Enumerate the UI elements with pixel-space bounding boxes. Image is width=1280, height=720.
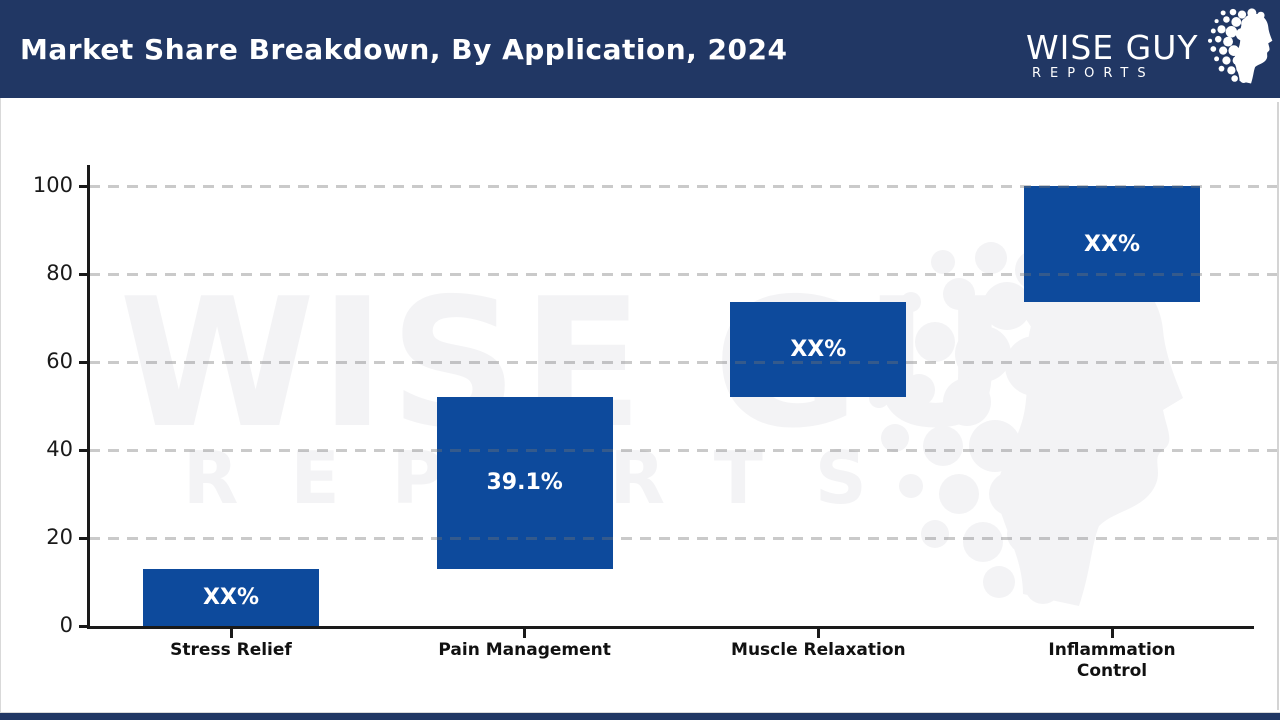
y-tick-label: 0 xyxy=(59,613,73,637)
y-tick-label: 80 xyxy=(46,261,73,285)
footer-bar xyxy=(0,713,1280,720)
category-label: Pain Management xyxy=(438,640,611,660)
y-axis-line xyxy=(87,165,90,629)
x-tick-mark xyxy=(816,629,820,638)
bar-value-label: XX% xyxy=(790,336,847,362)
plot-right-spine xyxy=(1277,102,1279,710)
y-tick-mark xyxy=(79,185,89,188)
category-label: Inflammation Control xyxy=(1048,640,1176,682)
y-tick-label: 100 xyxy=(32,173,73,197)
page-title: Market Share Breakdown, By Application, … xyxy=(20,32,788,66)
wiseguy-logo: WISE GUY REPORTS xyxy=(998,6,1274,92)
x-tick-mark xyxy=(523,629,527,638)
y-tick-label: 40 xyxy=(46,437,73,461)
bar-value-label: 39.1% xyxy=(486,470,563,496)
x-axis-line xyxy=(87,626,1254,629)
gridline xyxy=(89,537,1278,540)
waterfall-bar: 39.1% xyxy=(436,396,613,569)
gridline xyxy=(89,185,1278,188)
y-tick-mark xyxy=(79,273,89,276)
waterfall-bar: XX% xyxy=(1024,186,1200,303)
x-tick-mark xyxy=(229,629,233,638)
y-tick-mark xyxy=(79,449,89,452)
y-tick-label: 20 xyxy=(46,525,73,549)
bar-value-label: XX% xyxy=(1084,231,1140,257)
wiseguy-face-icon xyxy=(1192,8,1274,90)
y-tick-mark xyxy=(79,625,89,628)
header-bar: Market Share Breakdown, By Application, … xyxy=(0,0,1280,98)
logo-brand-text: WISE GUY xyxy=(1026,28,1199,67)
logo-sub-text: REPORTS xyxy=(1032,66,1155,81)
gridline xyxy=(89,449,1278,452)
gridline xyxy=(89,273,1278,276)
category-label: Muscle Relaxation xyxy=(731,640,906,660)
y-tick-mark xyxy=(79,361,89,364)
footer-divider xyxy=(0,712,1280,713)
gridline xyxy=(89,361,1278,364)
waterfall-plot: XX% 39.1% XX% XX% 0 20 40 60 80 100 Stress Relief P… xyxy=(1,98,1280,713)
x-tick-mark xyxy=(1110,629,1114,638)
waterfall-bar: XX% xyxy=(143,568,319,626)
bar-value-label: XX% xyxy=(203,584,259,610)
y-tick-label: 60 xyxy=(46,349,73,373)
y-tick-mark xyxy=(79,537,89,540)
category-label: Stress Relief xyxy=(170,640,292,660)
waterfall-bar: XX% xyxy=(730,302,907,397)
chart-area: WISE GUY REPORTS XX%39.1%XX%XX%020406080… xyxy=(0,98,1280,713)
